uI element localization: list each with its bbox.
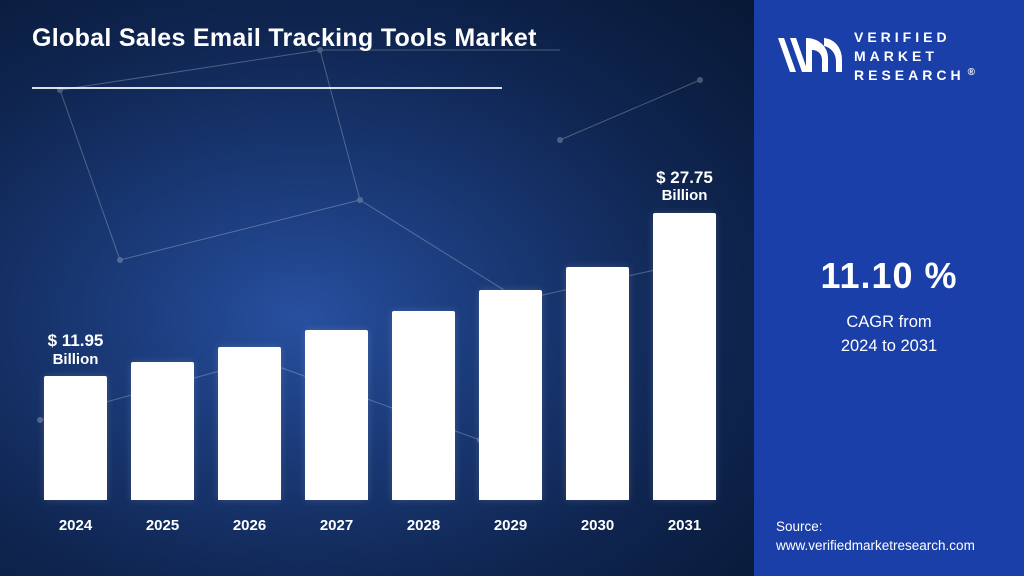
callout-amount: $ 27.75 [645,168,725,188]
x-label: 2027 [305,517,368,534]
cagr-label: CAGR from 2024 to 2031 [772,311,1006,359]
bar-slot [305,210,368,500]
bar [479,290,542,500]
x-label: 2028 [392,517,455,534]
cagr-block: 11.10 % CAGR from 2024 to 2031 [754,255,1024,359]
bar-slot [479,210,542,500]
chart-panel: Global Sales Email Tracking Tools Market… [0,0,754,576]
value-callout: $ 27.75Billion [645,168,725,205]
x-label: 2031 [653,517,716,534]
source-url: www.verifiedmarketresearch.com [776,536,975,556]
title-area: Global Sales Email Tracking Tools Market [32,24,714,89]
callout-unit: Billion [36,351,116,368]
bar-slot [392,210,455,500]
cagr-value: 11.10 % [772,255,1006,297]
bar-slot [218,210,281,500]
bar [218,347,281,500]
bar [653,213,716,500]
source-citation: Source: www.verifiedmarketresearch.com [776,517,975,556]
bar [566,267,629,500]
x-label: 2025 [131,517,194,534]
x-axis-labels: 2024 2025 2026 2027 2028 2029 2030 2031 [40,517,720,534]
x-label: 2029 [479,517,542,534]
logo-word-2: MARKET [854,47,979,66]
bar [305,330,368,500]
logo-text: VERIFIED MARKET RESEARCH® [854,28,979,85]
callout-unit: Billion [645,187,725,204]
bar [131,362,194,500]
bar-slot [566,210,629,500]
page-title: Global Sales Email Tracking Tools Market [32,24,714,53]
logo-word-3: RESEARCH [854,67,965,83]
info-panel: VERIFIED MARKET RESEARCH® 11.10 % CAGR f… [754,0,1024,576]
title-underline [32,87,502,89]
bar-slot [131,210,194,500]
x-label: 2026 [218,517,281,534]
x-label: 2030 [566,517,629,534]
bar-slot [653,210,716,500]
registered-mark: ® [968,67,979,78]
value-callout: $ 11.95Billion [36,331,116,368]
x-label: 2024 [44,517,107,534]
source-label: Source: [776,517,975,537]
bar-chart: 20242025202620272028202920302031 $ 11.95… [40,166,720,546]
callout-amount: $ 11.95 [36,331,116,351]
bar [392,311,455,500]
bars-container [40,210,720,500]
logo-mark-icon [776,32,842,80]
brand-logo: VERIFIED MARKET RESEARCH® [754,0,1024,85]
logo-word-1: VERIFIED [854,28,979,47]
bar [44,376,107,500]
